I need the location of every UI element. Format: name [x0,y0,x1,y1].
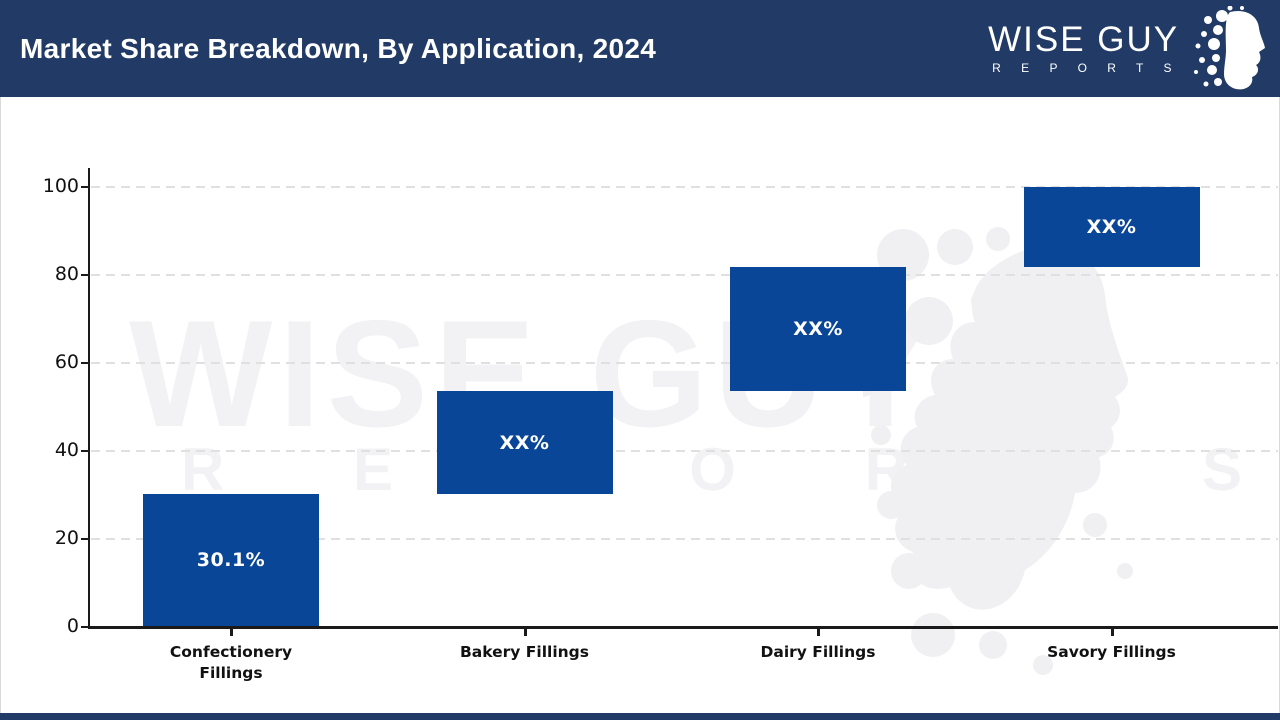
logo-face-icon [1194,5,1265,89]
brand-logo: WISE GUY R E P O R T S [988,5,1266,92]
x-axis-label-bakery-fillings: Bakery Fillings [459,642,590,661]
bar-confectionery-fillings: 30.1% [143,494,319,627]
y-tick-label-20: 20 [54,526,79,549]
x-tick-mark-savory-fillings [1110,628,1114,636]
logo-wordmark: WISE GUY R E P O R T S [988,20,1180,76]
x-axis-label-confectionery-fillings: Confectionery Fillings [169,642,293,682]
y-tick-mark-100 [81,185,88,188]
y-tick-label-0: 0 [66,614,79,637]
bar-savory-fillings: XX% [1023,186,1200,268]
x-tick-mark-bakery-fillings [523,628,527,636]
y-tick-mark-80 [81,273,88,276]
x-axis-line [88,625,1278,629]
gridline-20 [91,537,1278,540]
bar-dairy-fillings: XX% [730,267,906,391]
gridline-60 [91,361,1278,364]
logo-wordmark-line2: R E P O R T S [992,61,1180,75]
gridline-40 [91,449,1278,452]
y-tick-mark-20 [81,537,88,540]
bar-value-label-confectionery-fillings: 30.1% [196,549,266,572]
chart-area: WISE GUY R E P O R T S 0 20 40 60 80 100 30.1%… [0,97,1280,713]
y-tick-label-80: 80 [54,262,79,285]
x-tick-mark-confectionery-fillings [230,628,233,636]
y-tick-mark-0 [81,625,88,628]
x-tick-mark-dairy-fillings [817,628,820,636]
bar-value-label-savory-fillings: XX% [1086,216,1137,239]
y-tick-mark-40 [81,449,88,452]
footer-bar [0,713,1280,720]
y-tick-label-40: 40 [54,438,79,461]
gridline-80 [91,273,1278,276]
header-bar: Market Share Breakdown, By Application, … [0,0,1280,97]
y-tick-label-100: 100 [42,174,79,197]
page-title: Market Share Breakdown, By Application, … [20,32,657,64]
x-axis-label-dairy-fillings: Dairy Fillings [760,642,876,661]
y-tick-label-60: 60 [54,350,79,373]
bar-value-label-dairy-fillings: XX% [793,318,843,341]
bar-bakery-fillings: XX% [436,390,613,495]
x-axis-label-savory-fillings: Savory Fillings [1047,642,1176,661]
y-tick-mark-60 [81,361,88,364]
watermark-face-icon [863,227,1133,675]
gridline-100 [91,185,1278,188]
y-axis-line [88,168,90,628]
logo-wordmark-line1: WISE GUY [988,20,1180,59]
bar-value-label-bakery-fillings: XX% [499,431,550,454]
